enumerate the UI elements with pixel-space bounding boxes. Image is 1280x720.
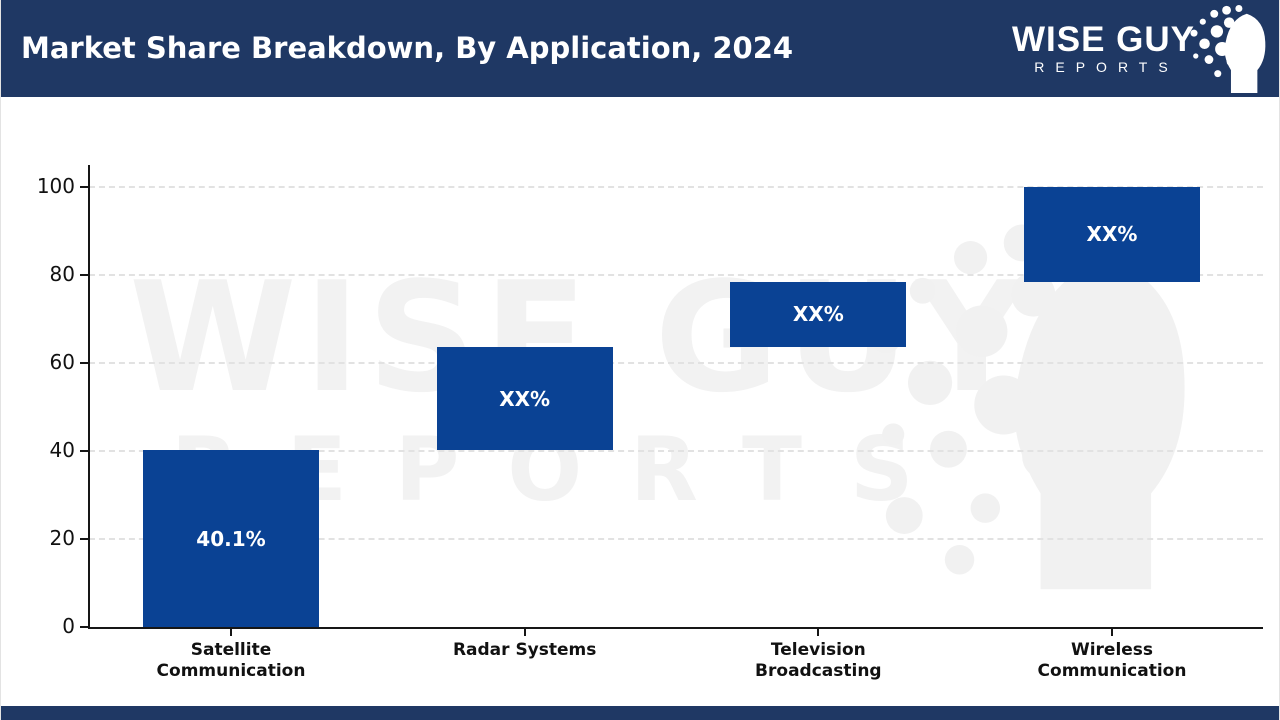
category-label-line: Broadcasting [755,661,882,681]
y-tick-label: 40 [49,437,75,462]
x-tick [1111,629,1113,636]
category-label-line: Wireless [1070,640,1154,660]
wiseguy-logo: WISE GUY REPORTS [1003,0,1273,97]
category-label: Satellite Communication [101,640,361,682]
logo-text: WISE GUY REPORTS [1011,20,1195,76]
watermark-face-icon [871,220,1185,590]
footer-band [1,706,1279,720]
category-label: Wireless Communication [982,640,1242,682]
x-tick [523,629,526,636]
bar-value-label: XX% [792,302,844,327]
y-tick [80,361,89,364]
category-label-line: Television [770,640,866,660]
y-tick [80,273,89,276]
category-label: Radar Systems [395,640,655,661]
x-axis-line [88,627,1263,629]
category-label-line: Radar Systems [452,640,597,660]
y-tick-label: 100 [36,173,75,198]
bar-television-broadcasting: XX% [730,282,907,347]
gridline [89,537,1263,540]
y-tick [80,185,89,188]
y-tick-label: 20 [49,525,75,550]
logo-name: WISE GUY [1011,20,1195,59]
gridline [89,361,1263,364]
y-tick [80,449,89,452]
category-label-line: Communication [1037,661,1187,681]
y-axis-line [88,165,90,629]
bar-value-label: XX% [499,386,551,411]
gridline [89,185,1263,188]
page-title: Market Share Breakdown, By Application, … [21,31,794,65]
category-label-line: Communication [156,661,306,681]
bar-radar-systems: XX% [436,346,613,451]
gridline [89,273,1263,276]
category-label: Television Broadcasting [688,640,948,682]
y-tick [80,626,89,628]
y-tick-label: 0 [62,614,75,638]
bar-wireless-communication: XX% [1024,186,1200,283]
x-tick [230,629,232,636]
logo-subtitle: REPORTS [1034,59,1179,75]
bar-satellite-communication: 40.1% [143,450,319,627]
header-band: Market Share Breakdown, By Application, … [1,0,1279,97]
y-tick [80,537,89,540]
gridline [89,449,1263,452]
category-label-line: Satellite [190,640,272,660]
y-tick-label: 60 [49,349,75,374]
x-tick [817,629,820,636]
bar-value-label: XX% [1086,222,1138,247]
bar-value-label: 40.1% [196,526,266,551]
wiseguy-face-icon [1190,5,1266,93]
y-tick-label: 80 [49,261,75,286]
